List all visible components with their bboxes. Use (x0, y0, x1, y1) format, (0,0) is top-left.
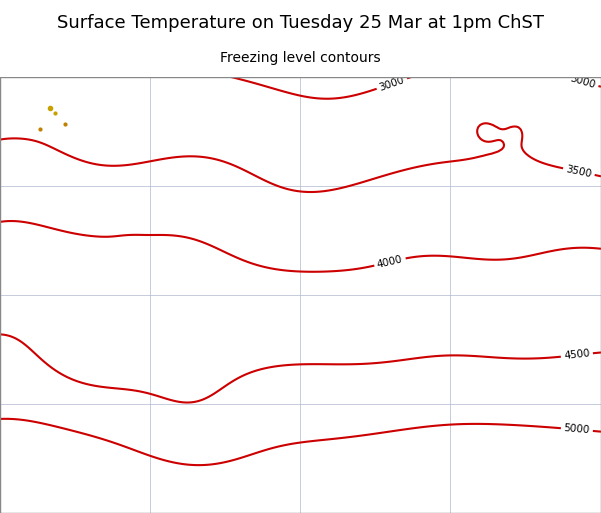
Text: 5000: 5000 (564, 423, 590, 436)
Text: 4500: 4500 (563, 349, 590, 361)
Text: 3000: 3000 (378, 74, 406, 92)
Text: Surface Temperature on Tuesday 25 Mar at 1pm ChST: Surface Temperature on Tuesday 25 Mar at… (57, 14, 544, 32)
Text: 4000: 4000 (376, 254, 404, 270)
Text: 3000: 3000 (569, 73, 597, 90)
Text: 3500: 3500 (565, 164, 593, 179)
Text: Freezing level contours: Freezing level contours (220, 51, 381, 65)
